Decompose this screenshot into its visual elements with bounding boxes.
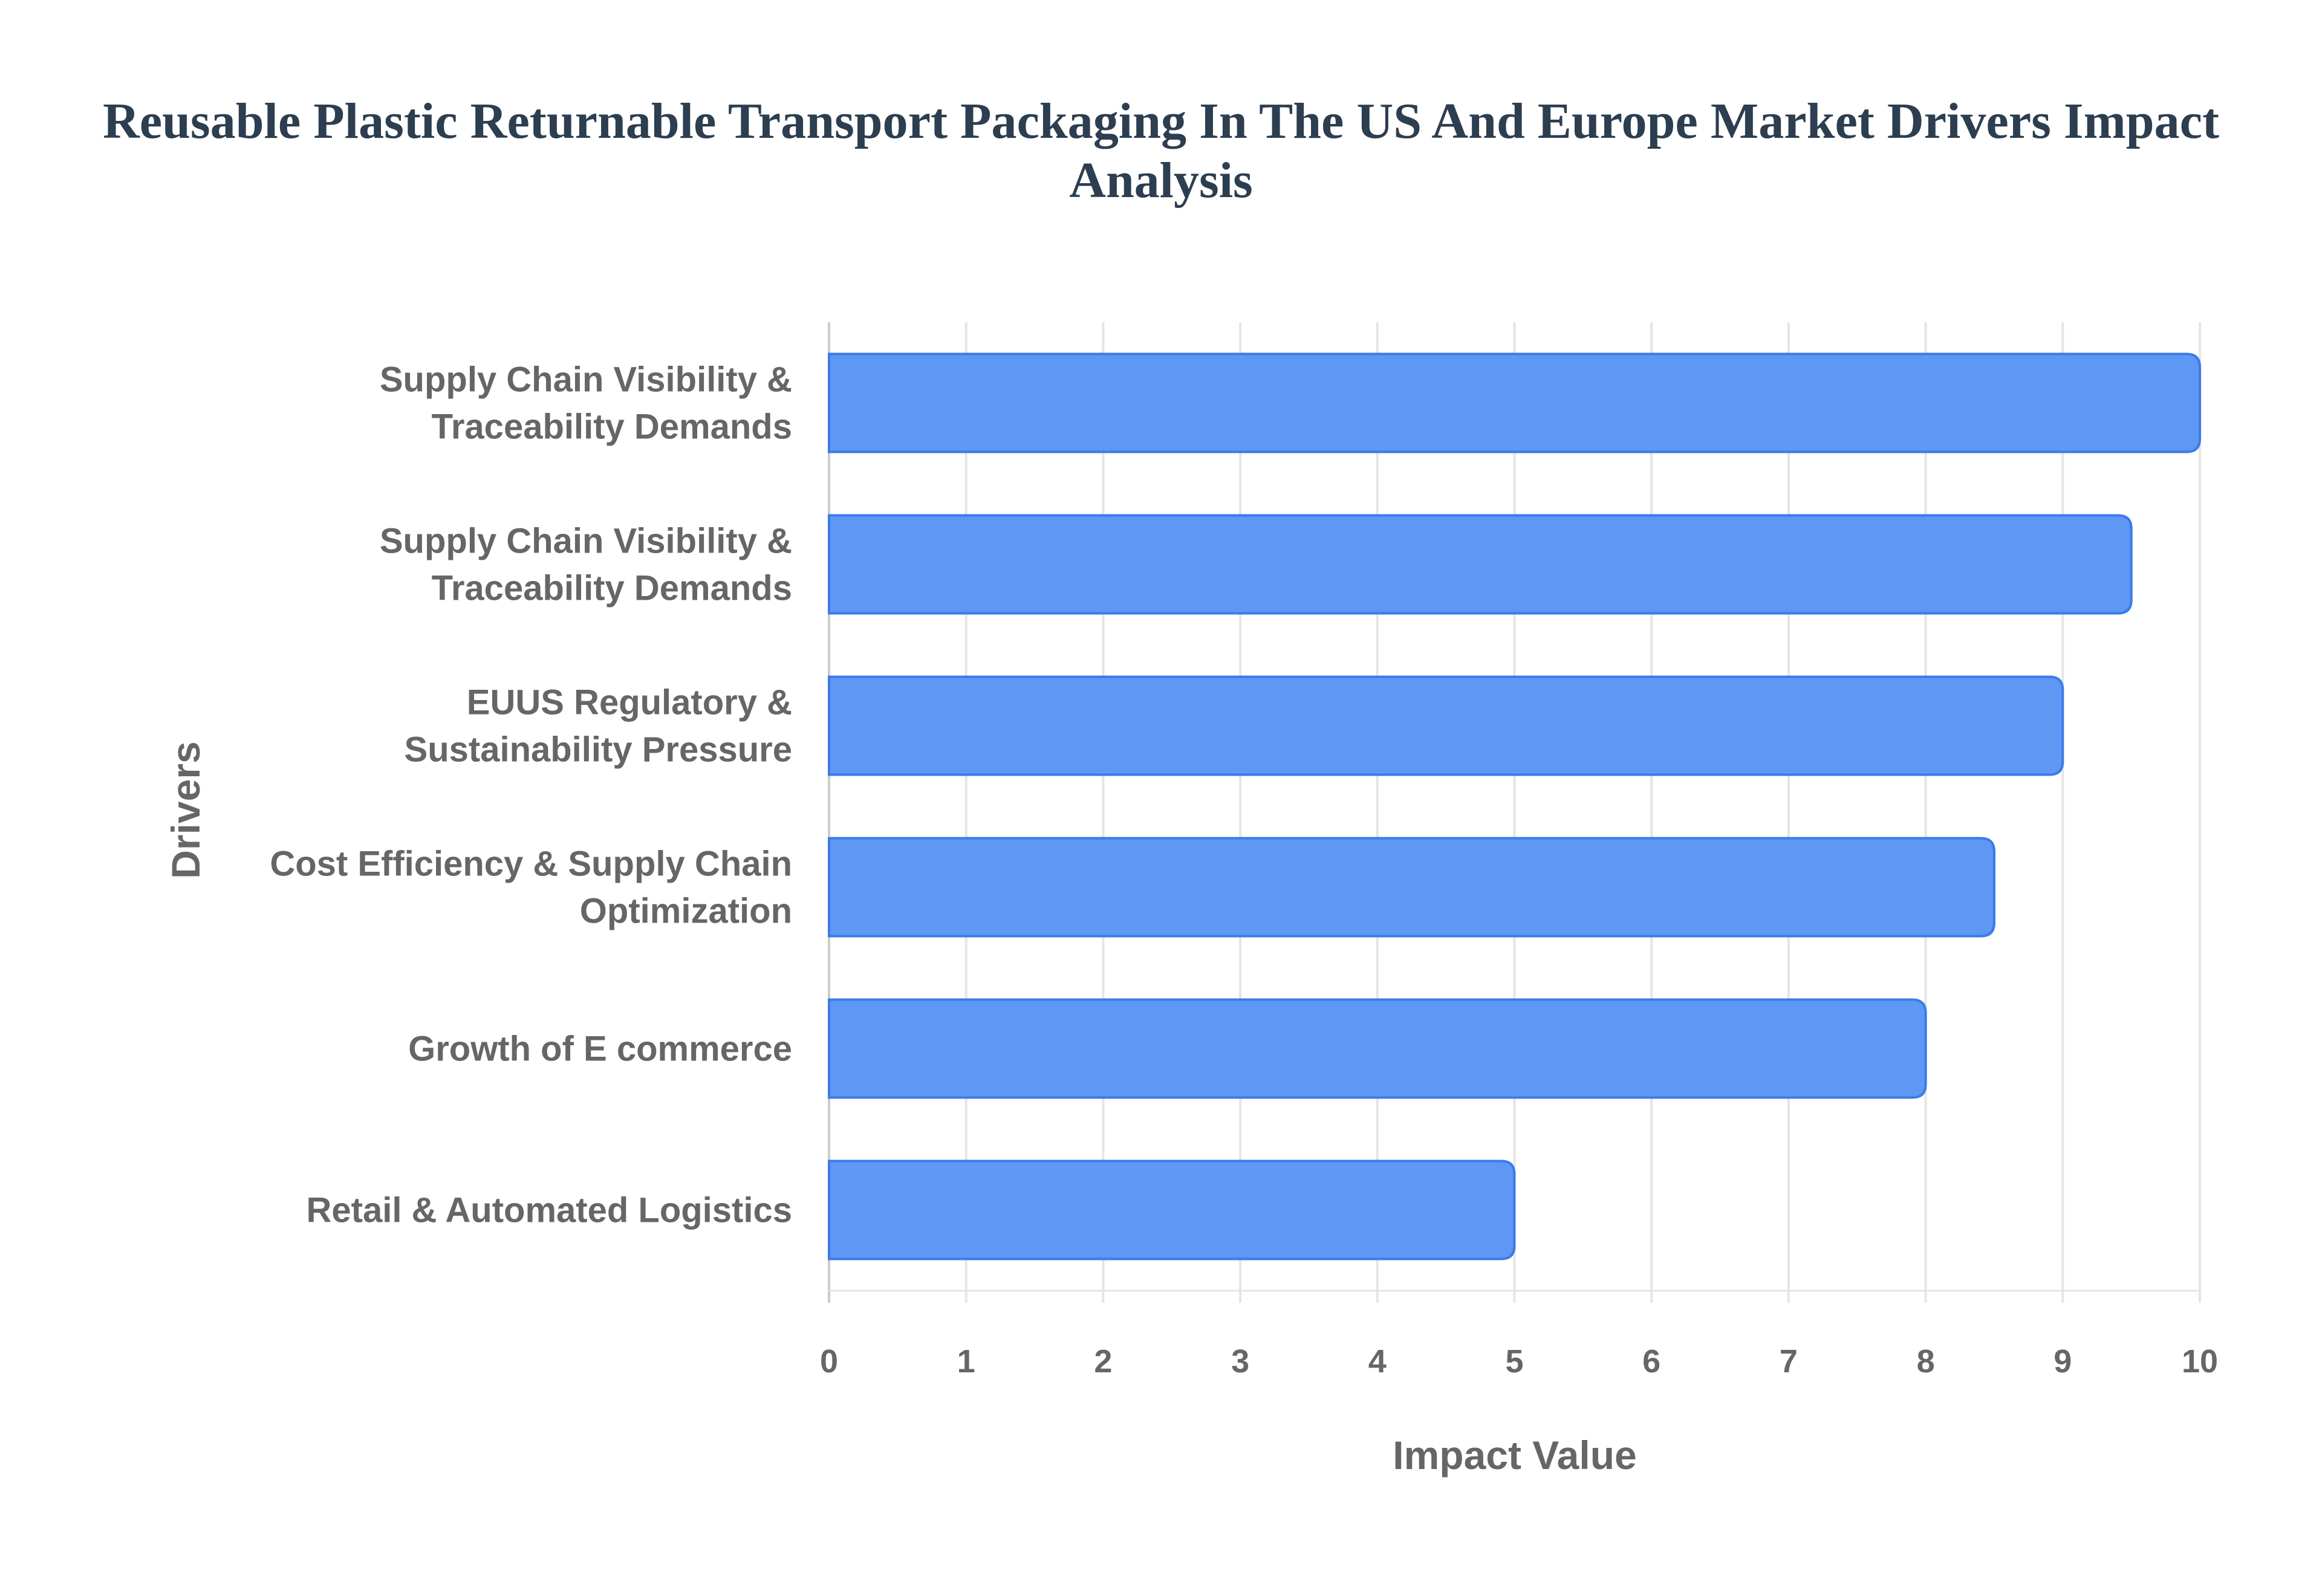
bar (828, 514, 2133, 615)
category-label: Supply Chain Visibility & (380, 522, 792, 561)
category-label: Sustainability Pressure (405, 730, 792, 770)
category-label: Traceability Demands (432, 569, 792, 608)
grid (828, 322, 2201, 1303)
category-label: Retail & Automated Logistics (306, 1191, 792, 1230)
bars (828, 352, 2201, 1260)
y-axis-title: Drivers (163, 741, 208, 879)
bar (828, 998, 1927, 1099)
x-tick-label: 10 (2182, 1343, 2218, 1380)
category-label: Cost Efficiency & Supply Chain (270, 845, 792, 884)
bar (828, 1160, 1516, 1260)
x-tick-label: 5 (1505, 1343, 1523, 1380)
category-label: EUUS Regulatory & (467, 683, 792, 722)
chart-title-line: Analysis (1069, 152, 1252, 209)
x-tick-label: 7 (1780, 1343, 1798, 1380)
x-tick-label: 1 (957, 1343, 975, 1380)
x-tick-label: 9 (2054, 1343, 2072, 1380)
category-label: Supply Chain Visibility & (380, 360, 792, 400)
x-tick-label: 8 (1917, 1343, 1935, 1380)
x-axis-title: Impact Value (1393, 1433, 1637, 1478)
category-label: Traceability Demands (432, 407, 792, 447)
x-tick-label: 6 (1642, 1343, 1660, 1380)
category-label: Optimization (580, 892, 792, 931)
x-tick-label: 3 (1231, 1343, 1249, 1380)
bar (828, 352, 2201, 453)
x-tick-label: 0 (820, 1343, 838, 1380)
category-label: Growth of E commerce (408, 1030, 792, 1069)
category-labels: Supply Chain Visibility & Traceability De… (270, 360, 792, 1230)
chart-title-line: Reusable Plastic Returnable Transport Pa… (103, 93, 2219, 149)
bar (828, 675, 2064, 776)
x-tick-labels: 0 1 2 3 4 5 6 7 8 9 10 (820, 1343, 2218, 1380)
chart-title: Reusable Plastic Returnable Transport Pa… (103, 93, 2219, 209)
x-tick-label: 2 (1094, 1343, 1112, 1380)
bar (828, 837, 1995, 938)
x-tick-label: 4 (1368, 1343, 1387, 1380)
